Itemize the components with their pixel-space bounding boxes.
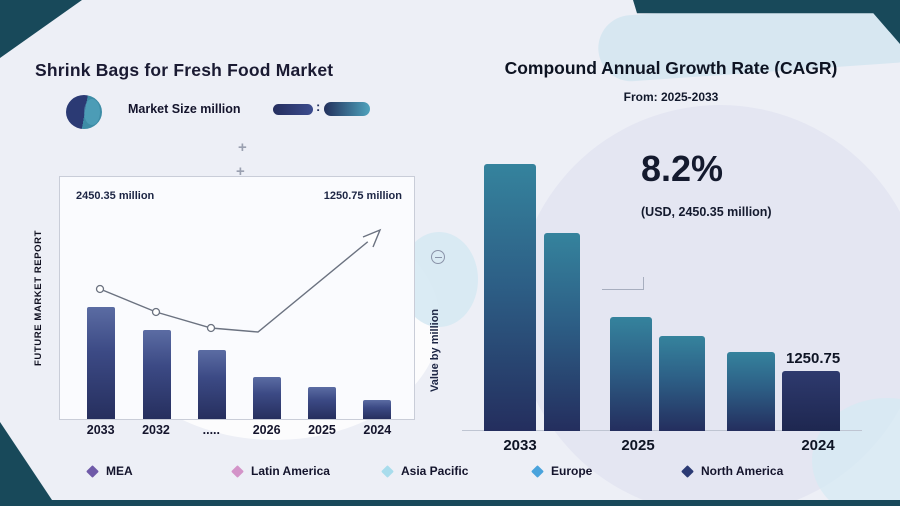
cagr-annotation-value: 1250.75 bbox=[786, 350, 841, 367]
diamond-icon bbox=[86, 464, 99, 478]
legend-label: Europe bbox=[551, 464, 593, 478]
cagr-note: (USD, 2450.35 million) bbox=[641, 205, 772, 219]
market-size-legend-label: Market Size million bbox=[128, 102, 241, 116]
cagr-bar-2033-a bbox=[484, 164, 536, 431]
bottom-accent-strip bbox=[0, 500, 900, 506]
bar-2025 bbox=[308, 386, 336, 419]
legend-label: Asia Pacific bbox=[401, 464, 469, 478]
cagr-value: 8.2% bbox=[641, 148, 724, 189]
bar-2033 bbox=[87, 307, 115, 419]
legend-item-europe: Europe bbox=[531, 464, 593, 478]
corner-accent-bottom-left bbox=[0, 422, 56, 506]
start-value-label: 2450.35 million bbox=[76, 190, 155, 202]
legend-label: MEA bbox=[106, 464, 133, 478]
minus-circle-icon bbox=[431, 250, 445, 264]
bar-mid bbox=[198, 349, 226, 419]
diamond-icon bbox=[681, 464, 694, 478]
corner-accent-top-left bbox=[0, 0, 82, 58]
toggle-pill-teal bbox=[324, 102, 370, 116]
legend-label: North America bbox=[701, 464, 784, 478]
legend-label: Latin America bbox=[251, 464, 330, 478]
right-chart-y-axis-label: Value by million bbox=[429, 308, 441, 392]
cagr-bar-2025-a bbox=[610, 317, 652, 431]
toggle-pill-navy bbox=[273, 104, 313, 115]
x-label-2024: 2024 bbox=[801, 437, 835, 454]
cagr-bar-2024-a bbox=[727, 351, 775, 431]
toggle-separator: : bbox=[316, 99, 321, 114]
end-value-label: 1250.75 million bbox=[323, 190, 402, 202]
diamond-icon bbox=[381, 464, 394, 478]
left-chart-x-axis: 2033 2032 ..... 2026 2025 2024 bbox=[73, 423, 405, 437]
left-chart-title: Shrink Bags for Fresh Food Market bbox=[35, 60, 334, 80]
bar-2024 bbox=[363, 399, 391, 419]
right-chart-title: Compound Annual Growth Rate (CAGR) bbox=[504, 58, 838, 78]
legend-item-north-america: North America bbox=[681, 464, 784, 478]
diamond-icon bbox=[531, 464, 544, 478]
x-label: 2026 bbox=[252, 423, 281, 437]
x-label: 2024 bbox=[363, 423, 392, 437]
diamond-icon bbox=[231, 464, 244, 478]
bar-2032 bbox=[143, 330, 171, 419]
market-size-chart: 2450.35 million 1250.75 million bbox=[59, 176, 415, 420]
x-label: 2033 bbox=[86, 423, 115, 437]
x-label: 2025 bbox=[308, 423, 336, 437]
market-size-legend-icon bbox=[66, 95, 102, 129]
plus-deco-icon: + bbox=[238, 139, 247, 156]
plus-deco-icon: + bbox=[236, 163, 245, 180]
x-label-2025: 2025 bbox=[621, 437, 655, 454]
x-label-2033: 2033 bbox=[503, 437, 537, 454]
right-chart-subtitle: From: 2025-2033 bbox=[623, 90, 719, 104]
bar-2026 bbox=[253, 376, 281, 419]
cagr-bar-2024-b bbox=[782, 370, 840, 431]
x-label: ..... bbox=[202, 423, 220, 437]
legend-item-asia-pacific: Asia Pacific bbox=[381, 464, 469, 478]
x-label: 2032 bbox=[142, 423, 170, 437]
cagr-bar-2033-b bbox=[544, 232, 580, 431]
cagr-bar-2025-b bbox=[659, 336, 705, 431]
legend-item-latin-america: Latin America bbox=[231, 464, 330, 478]
step-line-deco bbox=[602, 277, 644, 290]
legend-item-mea: MEA bbox=[86, 464, 133, 478]
left-chart-y-axis-label: FUTURE MARKET REPORT bbox=[33, 229, 44, 367]
